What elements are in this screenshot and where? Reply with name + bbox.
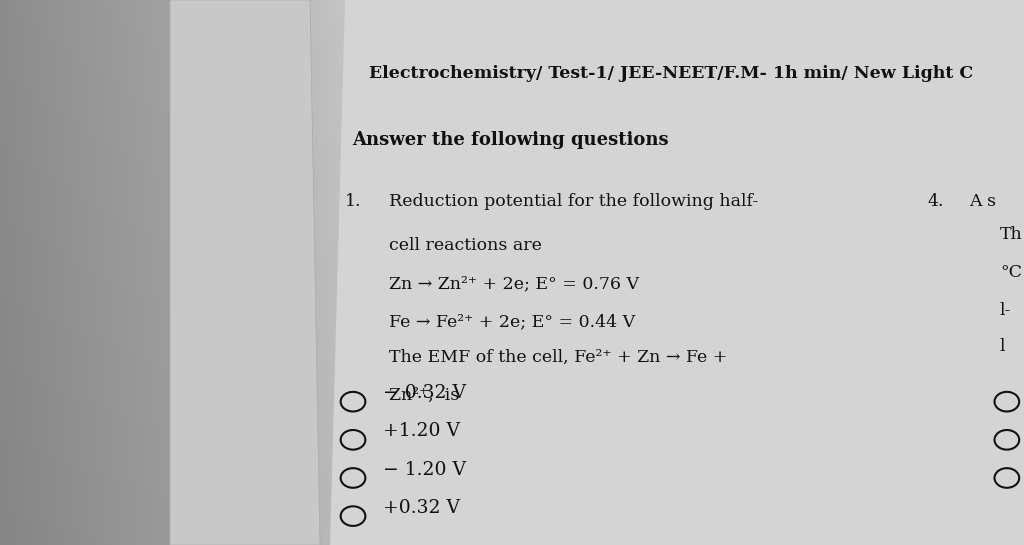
Text: Zn²⁺,  is: Zn²⁺, is [389,387,460,404]
Text: − 1.20 V: − 1.20 V [383,461,466,479]
Text: Electrochemistry/ Test-1/ JEE-NEET/F.M- 1h min/ New Light C: Electrochemistry/ Test-1/ JEE-NEET/F.M- … [369,65,973,82]
Text: cell reactions are: cell reactions are [389,237,543,254]
Text: Answer the following questions: Answer the following questions [351,131,669,149]
Text: − 0.32 V: − 0.32 V [383,384,466,402]
Text: +1.20 V: +1.20 V [383,422,460,440]
Text: °C: °C [1000,264,1022,281]
Text: l: l [1000,338,1006,355]
Text: The EMF of the cell, Fe²⁺ + Zn → Fe +: The EMF of the cell, Fe²⁺ + Zn → Fe + [389,349,728,366]
Text: 1.: 1. [345,193,361,210]
Text: l-: l- [1000,302,1012,319]
Polygon shape [330,0,1024,545]
Text: 4.: 4. [928,193,944,210]
Text: A s: A s [969,193,996,210]
Text: Fe → Fe²⁺ + 2e; E° = 0.44 V: Fe → Fe²⁺ + 2e; E° = 0.44 V [389,313,636,330]
Text: Th: Th [1000,226,1023,243]
Text: Zn → Zn²⁺ + 2e; E° = 0.76 V: Zn → Zn²⁺ + 2e; E° = 0.76 V [389,275,639,292]
Polygon shape [170,0,319,545]
Text: +0.32 V: +0.32 V [383,499,460,517]
Text: Reduction potential for the following half-: Reduction potential for the following ha… [389,193,759,210]
